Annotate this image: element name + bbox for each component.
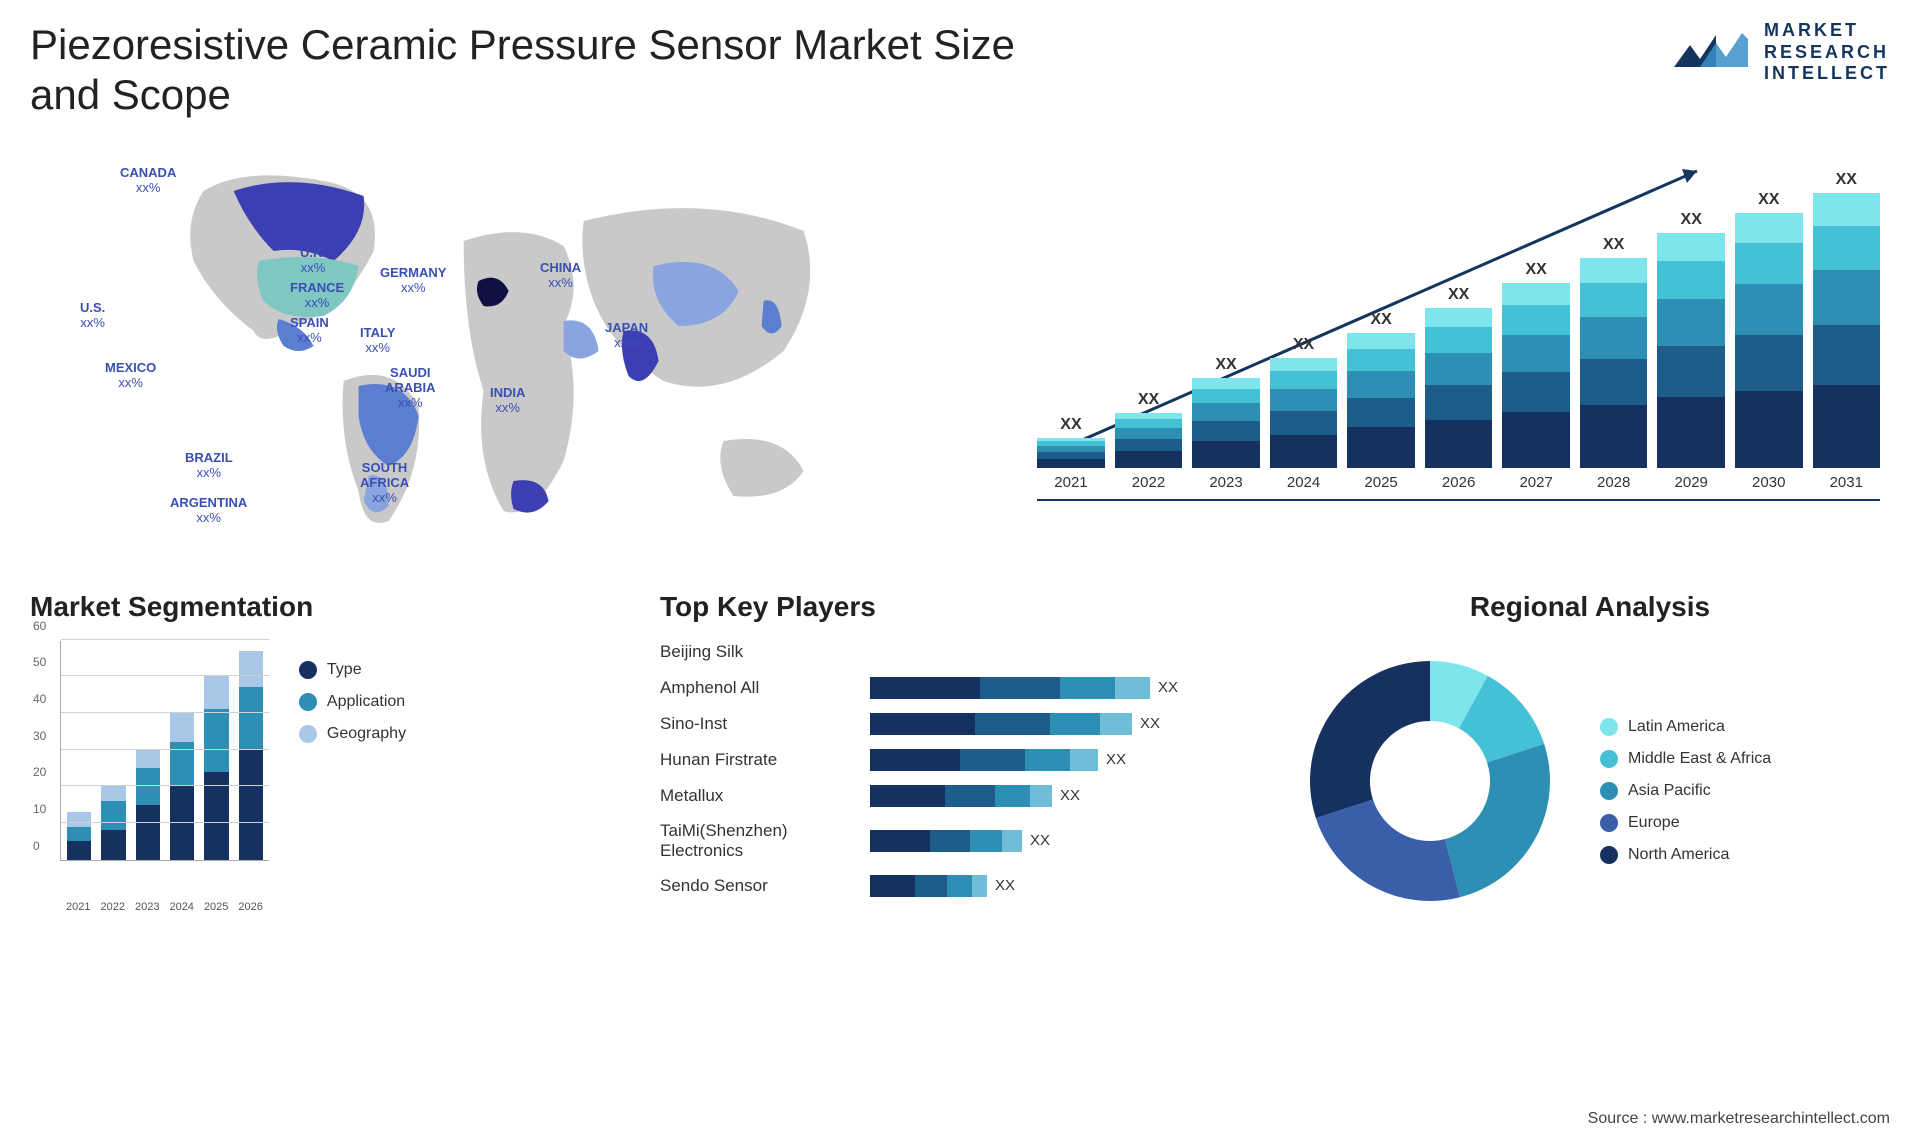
players-panel: Top Key Players Beijing Silk Amphenol All… xyxy=(660,591,1260,921)
players-title: Top Key Players xyxy=(660,591,1260,623)
map-label-china: CHINAxx% xyxy=(540,261,581,291)
map-label-saudi-arabia: SAUDIARABIAxx% xyxy=(385,366,436,411)
map-label-spain: SPAINxx% xyxy=(290,316,329,346)
growth-bar-2029: XX2029 xyxy=(1657,211,1725,491)
map-label-canada: CANADAxx% xyxy=(120,166,176,196)
growth-bar-2028: XX2028 xyxy=(1580,236,1648,491)
brand-logo-block: MARKET RESEARCH INTELLECT xyxy=(1672,20,1890,85)
seg-bar-2022 xyxy=(101,786,125,859)
growth-bar-2027: XX2027 xyxy=(1502,261,1570,491)
seg-bar-2024 xyxy=(170,713,194,860)
map-label-germany: GERMANYxx% xyxy=(380,266,446,296)
growth-bar-2026: XX2026 xyxy=(1425,286,1493,491)
growth-bar-2024: XX2024 xyxy=(1270,336,1338,491)
growth-bar-2021: XX2021 xyxy=(1037,416,1105,491)
regional-legend-item: North America xyxy=(1600,846,1771,864)
brand-line2: RESEARCH xyxy=(1764,42,1890,64)
map-label-japan: JAPANxx% xyxy=(605,321,648,351)
seg-legend-type: Type xyxy=(299,661,406,679)
player-row: MetalluxXX xyxy=(660,785,1260,807)
regional-legend-item: Middle East & Africa xyxy=(1600,750,1771,768)
regional-panel: Regional Analysis Latin America Middle Ea… xyxy=(1290,591,1890,921)
map-label-india: INDIAxx% xyxy=(490,386,525,416)
map-label-italy: ITALYxx% xyxy=(360,326,395,356)
map-label-brazil: BRAZILxx% xyxy=(185,451,233,481)
segmentation-panel: Market Segmentation 1020304050600 202120… xyxy=(30,591,630,921)
map-label-argentina: ARGENTINAxx% xyxy=(170,496,247,526)
player-row: Amphenol AllXX xyxy=(660,677,1260,699)
map-label-u.s.: U.S.xx% xyxy=(80,301,105,331)
growth-bar-2030: XX2030 xyxy=(1735,191,1803,491)
growth-bar-chart: XX2021XX2022XX2023XX2024XX2025XX2026XX20… xyxy=(1027,151,1890,551)
player-row: Sino-InstXX xyxy=(660,713,1260,735)
brand-line1: MARKET xyxy=(1764,20,1890,42)
seg-legend-geography: Geography xyxy=(299,725,406,743)
growth-bar-2022: XX2022 xyxy=(1115,391,1183,491)
brand-logo-icon xyxy=(1672,25,1752,80)
player-row: TaiMi(Shenzhen) ElectronicsXX xyxy=(660,821,1260,861)
seg-bar-2025 xyxy=(204,676,228,859)
growth-bar-2025: XX2025 xyxy=(1347,311,1415,491)
regional-donut xyxy=(1290,641,1570,921)
brand-line3: INTELLECT xyxy=(1764,63,1890,85)
seg-bar-2021 xyxy=(67,812,91,860)
map-label-south-africa: SOUTHAFRICAxx% xyxy=(360,461,409,506)
map-label-u.k.: U.K.xx% xyxy=(300,246,326,276)
segmentation-title: Market Segmentation xyxy=(30,591,630,623)
player-row: Hunan FirstrateXX xyxy=(660,749,1260,771)
regional-legend-item: Europe xyxy=(1600,814,1771,832)
growth-bar-2023: XX2023 xyxy=(1192,356,1260,491)
growth-bar-2031: XX2031 xyxy=(1813,171,1881,491)
seg-legend-application: Application xyxy=(299,693,406,711)
regional-legend-item: Latin America xyxy=(1600,718,1771,736)
regional-legend-item: Asia Pacific xyxy=(1600,782,1771,800)
page-title: Piezoresistive Ceramic Pressure Sensor M… xyxy=(30,20,1030,121)
regional-title: Regional Analysis xyxy=(1290,591,1890,623)
player-row: Sendo SensorXX xyxy=(660,875,1260,897)
player-row: Beijing Silk xyxy=(660,641,1260,663)
seg-bar-2023 xyxy=(136,750,160,860)
world-map: CANADAxx% U.S.xx% MEXICOxx% BRAZILxx% ARGENT… xyxy=(30,151,997,551)
seg-bar-2026 xyxy=(239,651,263,860)
map-label-mexico: MEXICOxx% xyxy=(105,361,156,391)
source-text: Source : www.marketresearchintellect.com xyxy=(1588,1110,1890,1128)
map-label-france: FRANCExx% xyxy=(290,281,344,311)
